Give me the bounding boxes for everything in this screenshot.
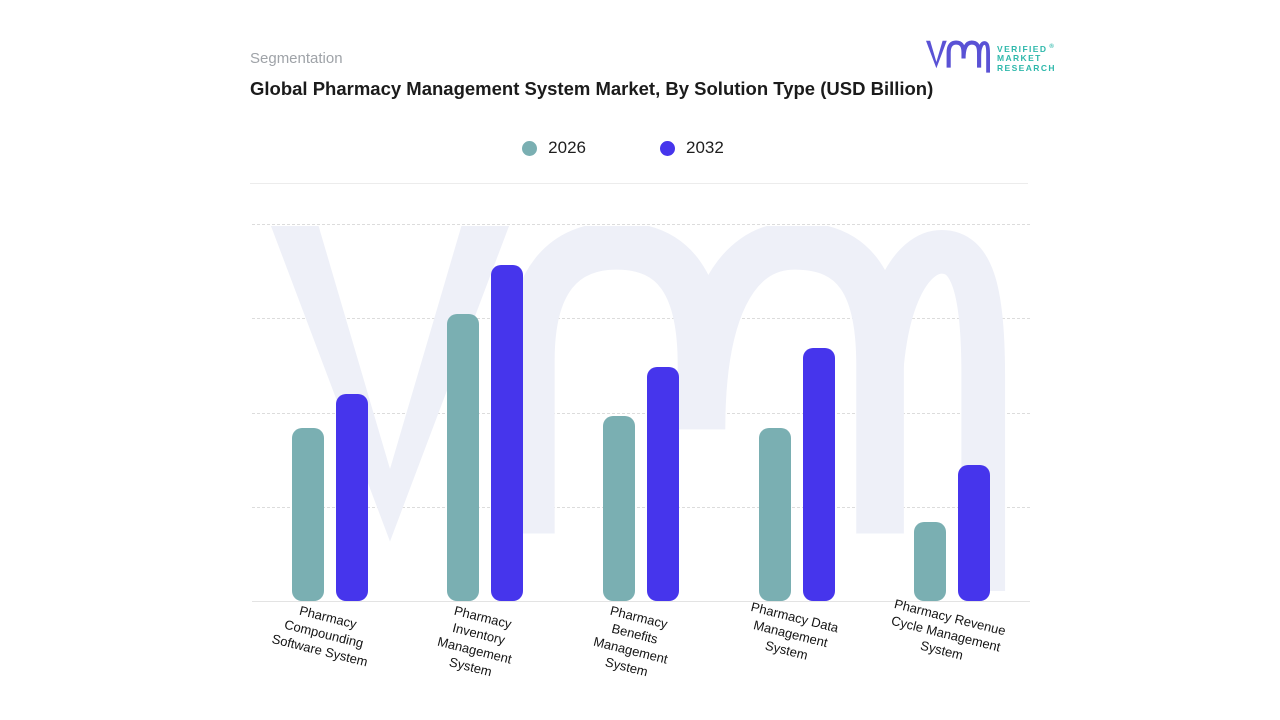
x-axis-label-cell: Pharmacy Compounding Software System — [252, 603, 408, 677]
legend-dot-icon — [522, 140, 538, 156]
bar-group — [719, 224, 875, 601]
logo-line-research: RESEARCH — [997, 62, 1056, 73]
x-axis-label-cell: Pharmacy Inventory Management System — [408, 603, 564, 679]
x-axis-label: Pharmacy Revenue Cycle Management System — [889, 596, 1008, 663]
x-axis-label: Pharmacy Compounding Software System — [270, 602, 369, 670]
logo-wordmark: VERIFIED ® MARKET RESEARCH — [997, 43, 1056, 73]
bar-2032 — [802, 348, 835, 601]
x-axis-label: Pharmacy Data Management System — [749, 599, 840, 663]
bar-group — [874, 224, 1030, 601]
x-axis-label-cell: Pharmacy Benefits Management System — [563, 603, 719, 679]
bars-layer — [252, 224, 1030, 601]
bar-2026 — [758, 427, 791, 601]
vmr-monogram-icon — [926, 40, 990, 74]
x-axis-labels: Pharmacy Compounding Software System Phar… — [252, 596, 1030, 679]
legend-label: 2026 — [548, 138, 586, 157]
plot-area — [252, 224, 1030, 602]
gridline — [252, 224, 1030, 225]
bar-2026 — [914, 521, 947, 601]
segmentation-eyebrow: Segmentation — [250, 50, 343, 67]
bar-2026 — [291, 427, 324, 601]
gridline — [252, 318, 1030, 319]
x-axis-label-cell: Pharmacy Data Management System — [719, 599, 875, 677]
bar-group — [408, 224, 564, 601]
bar-2032 — [958, 465, 991, 601]
header-divider — [250, 183, 1028, 184]
bar-2026 — [447, 314, 480, 601]
logo-line-verified: VERIFIED ® — [997, 43, 1054, 54]
x-axis-label-cell: Pharmacy Revenue Cycle Management System — [874, 596, 1030, 677]
x-axis-label: Pharmacy Inventory Management System — [436, 602, 514, 680]
chart-title: Global Pharmacy Management System Market… — [250, 78, 934, 99]
vmr-logo: VERIFIED ® MARKET RESEARCH — [926, 40, 1056, 74]
legend-label: 2032 — [686, 138, 724, 157]
chart-legend: 2026 2032 — [250, 132, 996, 164]
legend-item-2026: 2026 — [522, 138, 586, 158]
bar-group — [252, 224, 408, 601]
legend-item-2032: 2032 — [660, 138, 724, 158]
bar-2032 — [335, 393, 368, 601]
bar-2026 — [602, 416, 635, 601]
gridline — [252, 413, 1030, 414]
logo-line-market: MARKET — [997, 53, 1042, 64]
bar-2032 — [646, 367, 679, 601]
legend-dot-icon — [660, 140, 675, 156]
bar-group — [563, 224, 719, 601]
gridline — [252, 507, 1030, 508]
x-axis-label: Pharmacy Benefits Management System — [592, 602, 670, 680]
bar-2032 — [491, 265, 524, 601]
registered-trademark-icon: ® — [1049, 44, 1054, 50]
